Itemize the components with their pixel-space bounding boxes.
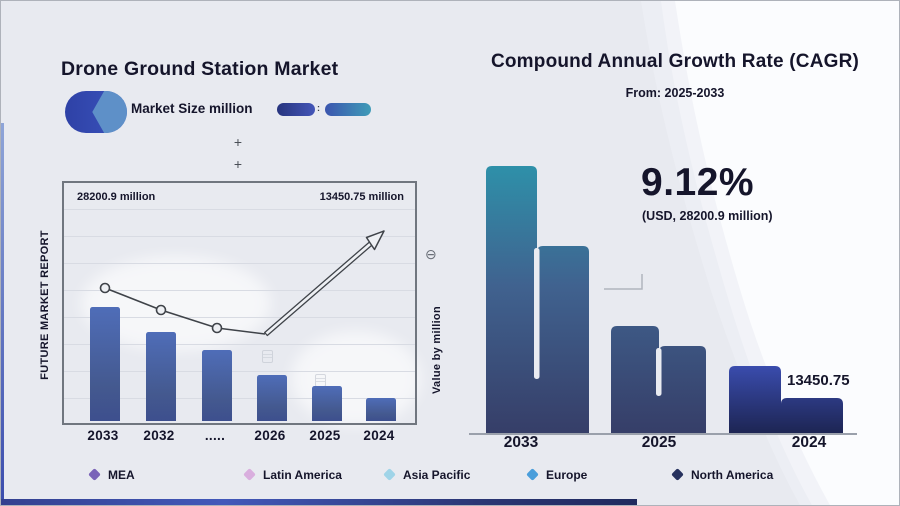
left-x-label-.....: ..... (204, 428, 226, 443)
bar-pair-slot (656, 348, 662, 396)
gradient-pill-icon (277, 103, 315, 116)
cagr-bar-2025-primary (611, 326, 659, 433)
right-x-label-2033: 2033 (503, 434, 539, 451)
plus-icon: + (233, 156, 243, 172)
cagr-bar-2033-primary (486, 166, 537, 433)
pill-separator: : (317, 103, 320, 113)
left-x-label-2024: 2024 (363, 428, 395, 443)
market-size-chart: 28200.9 million 13450.75 million (62, 181, 417, 425)
left-bar-2026 (257, 375, 287, 421)
legend-item-asia-pacific: Asia Pacific (383, 467, 471, 482)
legend-diamond-icon (671, 468, 684, 481)
bar-pairs (486, 166, 843, 433)
annotation-2033-value: 28200.9 million (77, 191, 156, 203)
cagr-title: Compound Annual Growth Rate (CAGR) (490, 51, 860, 72)
right-x-label-2025: 2025 (641, 434, 677, 451)
market-size-capsule-icon (65, 91, 127, 133)
plus-icon: + (233, 134, 243, 150)
legend-diamond-icon (243, 468, 256, 481)
legend-diamond-icon (88, 468, 101, 481)
left-x-label-2025: 2025 (309, 428, 341, 443)
minus-circle-icon: ⊖ (425, 246, 437, 262)
legend-diamond-icon (383, 468, 396, 481)
bar-series (64, 183, 415, 423)
cagr-percentage: 9.12% (641, 161, 755, 204)
left-bar-..... (202, 350, 232, 421)
legend-item-europe: Europe (526, 467, 588, 482)
bar-pair-slot (534, 248, 540, 379)
left-chart-title: Drone Ground Station Market (61, 58, 339, 80)
cagr-usd-note: (USD, 28200.9 million) (642, 209, 773, 223)
legend-label: Asia Pacific (403, 467, 471, 482)
left-x-label-2033: 2033 (87, 428, 119, 443)
cagr-period: From: 2025-2033 (625, 86, 725, 100)
value-axis-label: Value by million (431, 306, 443, 394)
capsule-arrow-icon (92, 91, 127, 133)
left-x-label-2026: 2026 (254, 428, 286, 443)
cagr-bar-2024-primary (729, 366, 781, 433)
left-bar-2032 (146, 332, 176, 421)
left-x-label-2032: 2032 (143, 428, 175, 443)
legend-label: Europe (546, 467, 588, 482)
left-bar-2033 (90, 307, 120, 421)
legend-label: Latin America (263, 467, 342, 482)
cagr-bar-2024-secondary (781, 398, 843, 433)
bottom-accent-bar (1, 499, 637, 505)
market-size-label: Market Size million (131, 101, 253, 116)
cagr-bar-2025-secondary (659, 346, 706, 433)
annotation-2024-value: 13450.75 million (319, 191, 404, 203)
callout-2024-value: 13450.75 (787, 372, 850, 389)
left-bar-2025 (312, 386, 342, 421)
legend-item-mea: MEA (88, 467, 135, 482)
step-decoration (604, 274, 643, 290)
legend-label: MEA (108, 467, 135, 482)
cagr-bar-chart (469, 166, 857, 435)
watermark-side-label: FUTURE MARKET REPORT (39, 230, 51, 380)
left-edge-accent (1, 123, 4, 505)
gradient-pill-icon (325, 103, 371, 116)
watermark-doc-icon (262, 350, 273, 363)
legend-item-north-america: North America (671, 467, 774, 482)
left-bar-2024 (366, 398, 396, 421)
legend-diamond-icon (526, 468, 539, 481)
trend-line-arrow (99, 230, 385, 337)
legend-item-latin-america: Latin America (243, 467, 342, 482)
right-x-label-2024: 2024 (791, 434, 827, 451)
legend-label: North America (691, 467, 774, 482)
chart-gridlines (64, 209, 415, 399)
cagr-bar-2033-secondary (537, 246, 589, 433)
